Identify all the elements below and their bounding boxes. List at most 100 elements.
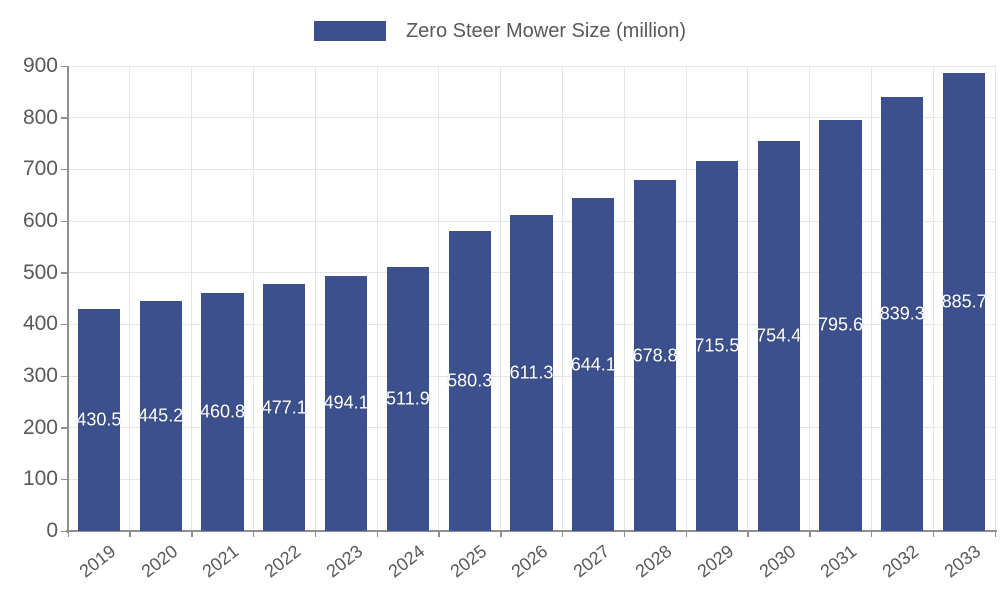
bar-value-label: 715.5 — [694, 335, 740, 356]
bar — [77, 308, 120, 531]
y-axis-tick — [61, 65, 68, 67]
bar — [386, 266, 429, 531]
bar — [448, 231, 491, 531]
y-axis-tick — [61, 117, 68, 119]
y-axis-label: 100 — [22, 467, 58, 491]
y-axis-label: 700 — [22, 157, 58, 181]
x-axis-tick — [561, 531, 564, 537]
x-axis-tick — [67, 531, 69, 537]
gridline-vertical — [932, 66, 934, 531]
bar — [634, 180, 677, 531]
x-axis-tick — [809, 531, 811, 537]
y-axis-label: 900 — [22, 54, 58, 77]
x-axis-label: 2028 — [631, 541, 676, 582]
y-axis-label: 500 — [22, 260, 58, 284]
gridline-vertical — [685, 66, 687, 531]
y-axis-label: 400 — [22, 312, 58, 336]
y-axis-tick — [61, 478, 68, 481]
x-axis-label: 2029 — [693, 541, 738, 582]
bar — [757, 141, 800, 531]
y-axis-tick — [61, 323, 68, 326]
bar — [943, 73, 986, 531]
x-axis-line — [66, 530, 997, 532]
x-axis-tick — [870, 531, 873, 537]
gridline-vertical — [252, 66, 254, 531]
bar-value-label: 477.1 — [261, 397, 307, 418]
bar — [881, 97, 924, 531]
y-axis-line — [67, 66, 69, 533]
bar — [572, 198, 615, 531]
gridline-horizontal — [68, 117, 995, 119]
y-axis-label: 0 — [46, 519, 58, 542]
bar-value-label: 494.1 — [323, 392, 369, 413]
gridline-horizontal — [68, 168, 995, 170]
bar-value-label: 580.3 — [447, 370, 493, 391]
bar-value-label: 839.3 — [879, 303, 925, 324]
bar-value-label: 644.1 — [570, 354, 616, 375]
x-axis-tick — [932, 531, 935, 537]
bar-value-label: 754.4 — [756, 325, 802, 346]
y-axis-tick — [61, 220, 68, 222]
gridline-vertical — [129, 66, 131, 531]
gridline-vertical — [561, 66, 563, 531]
x-axis-tick — [994, 531, 996, 537]
gridline-vertical — [994, 66, 996, 531]
x-axis-label: 2019 — [75, 541, 120, 582]
x-axis-label: 2032 — [878, 541, 923, 582]
x-axis-label: 2031 — [816, 541, 861, 582]
x-axis-tick — [191, 531, 193, 537]
x-axis-tick — [623, 531, 626, 537]
y-axis-label: 800 — [22, 105, 58, 129]
gridline-vertical — [809, 66, 811, 531]
x-axis-tick — [376, 531, 378, 537]
y-axis-tick — [61, 375, 68, 377]
y-axis-tick — [61, 427, 68, 429]
x-axis-label: 2026 — [507, 541, 552, 582]
x-axis-tick — [314, 531, 317, 537]
x-axis-tick — [685, 531, 687, 537]
x-axis-label: 2033 — [940, 541, 985, 582]
x-axis-label: 2030 — [755, 541, 800, 582]
y-axis-tick — [61, 530, 68, 532]
legend: Zero Steer Mower Size (million) — [0, 16, 1000, 46]
x-axis-tick — [500, 531, 502, 537]
bar-value-label: 795.6 — [817, 314, 864, 335]
legend-label: Zero Steer Mower Size (million) — [405, 19, 687, 42]
bar — [695, 161, 738, 531]
x-axis-label: 2021 — [198, 541, 243, 582]
gridline-vertical — [438, 66, 440, 531]
bar — [263, 284, 306, 531]
x-axis-tick — [747, 531, 749, 537]
bar-value-label: 511.9 — [386, 388, 430, 409]
x-axis-label: 2020 — [137, 541, 182, 582]
legend-swatch — [313, 21, 386, 41]
x-axis-label: 2025 — [446, 541, 491, 582]
bar-value-label: 611.3 — [509, 362, 554, 383]
gridline-vertical — [314, 66, 316, 531]
x-axis-tick — [252, 531, 255, 537]
gridline-vertical — [500, 66, 502, 531]
bar-value-label: 885.7 — [941, 291, 987, 312]
gridline-vertical — [376, 66, 378, 531]
y-axis-tick — [61, 272, 68, 274]
gridline-vertical — [747, 66, 749, 531]
bar — [139, 300, 182, 531]
gridline-vertical — [191, 66, 193, 531]
x-axis-label: 2027 — [569, 541, 614, 582]
bar — [325, 275, 368, 531]
x-axis-tick — [438, 531, 440, 537]
bar — [510, 215, 553, 531]
bar-value-label: 445.2 — [138, 405, 184, 426]
bar-value-label: 460.8 — [199, 401, 246, 422]
gridline-vertical — [623, 66, 625, 531]
bar — [201, 292, 244, 531]
bar-value-label: 678.8 — [632, 345, 678, 366]
y-axis-label: 300 — [22, 364, 58, 387]
y-axis-label: 600 — [22, 209, 58, 232]
bar-value-label: 430.5 — [76, 409, 122, 430]
y-axis-tick — [61, 168, 68, 171]
bar — [819, 119, 862, 531]
x-axis-label: 2022 — [260, 541, 305, 582]
gridline-vertical — [870, 66, 872, 531]
